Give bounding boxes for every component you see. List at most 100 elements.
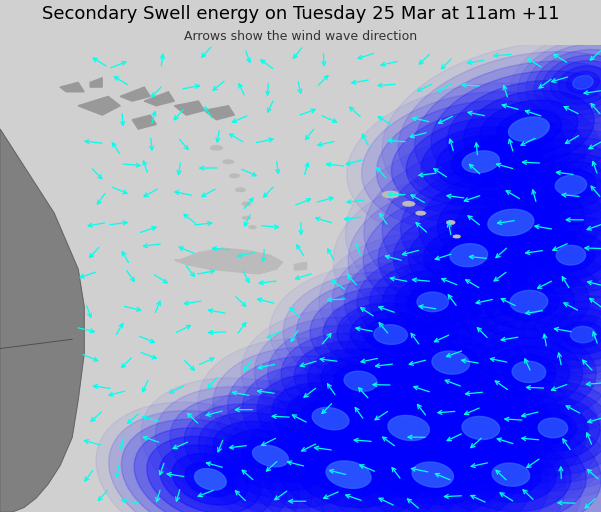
Ellipse shape <box>431 71 601 187</box>
Ellipse shape <box>346 345 601 511</box>
Ellipse shape <box>499 284 559 320</box>
Ellipse shape <box>392 418 426 438</box>
Ellipse shape <box>488 209 534 236</box>
Ellipse shape <box>222 398 475 512</box>
Ellipse shape <box>558 177 584 193</box>
Ellipse shape <box>496 465 526 484</box>
Ellipse shape <box>184 404 357 508</box>
Ellipse shape <box>344 371 377 391</box>
Text: Arrows show the wind wave direction: Arrows show the wind wave direction <box>184 30 417 44</box>
Ellipse shape <box>483 381 601 475</box>
Ellipse shape <box>398 52 601 207</box>
Polygon shape <box>249 226 256 228</box>
Ellipse shape <box>134 428 287 512</box>
Ellipse shape <box>254 317 467 445</box>
Ellipse shape <box>364 138 601 307</box>
Ellipse shape <box>421 391 541 465</box>
Ellipse shape <box>406 410 601 512</box>
Ellipse shape <box>408 228 601 375</box>
Ellipse shape <box>359 398 459 458</box>
Ellipse shape <box>436 353 466 372</box>
Polygon shape <box>60 82 84 92</box>
Ellipse shape <box>415 61 601 197</box>
Ellipse shape <box>363 190 575 319</box>
Ellipse shape <box>170 395 371 512</box>
Ellipse shape <box>333 414 532 512</box>
Ellipse shape <box>406 335 496 390</box>
Ellipse shape <box>252 445 288 467</box>
Ellipse shape <box>96 402 325 512</box>
Ellipse shape <box>333 173 601 338</box>
Ellipse shape <box>435 312 601 432</box>
Ellipse shape <box>376 363 586 493</box>
Ellipse shape <box>573 328 593 341</box>
Ellipse shape <box>195 468 226 490</box>
Ellipse shape <box>374 325 407 345</box>
Ellipse shape <box>502 282 601 387</box>
Ellipse shape <box>296 280 485 390</box>
Ellipse shape <box>294 442 403 507</box>
Ellipse shape <box>350 424 516 512</box>
Ellipse shape <box>462 416 499 439</box>
Ellipse shape <box>313 453 385 497</box>
Polygon shape <box>90 78 102 87</box>
Ellipse shape <box>522 295 601 374</box>
Ellipse shape <box>323 295 458 374</box>
Ellipse shape <box>512 361 546 382</box>
Ellipse shape <box>466 447 556 502</box>
Ellipse shape <box>501 208 601 302</box>
Ellipse shape <box>300 394 566 512</box>
Ellipse shape <box>512 216 601 294</box>
Ellipse shape <box>361 307 541 418</box>
Ellipse shape <box>400 455 466 495</box>
Ellipse shape <box>377 327 404 343</box>
Polygon shape <box>0 129 84 512</box>
Ellipse shape <box>424 227 514 283</box>
Ellipse shape <box>432 351 469 374</box>
Ellipse shape <box>510 290 548 313</box>
Ellipse shape <box>268 325 453 438</box>
Ellipse shape <box>496 110 561 148</box>
Ellipse shape <box>538 418 567 438</box>
Ellipse shape <box>438 247 601 357</box>
Ellipse shape <box>420 294 445 310</box>
Ellipse shape <box>570 326 596 343</box>
Ellipse shape <box>109 411 312 512</box>
Ellipse shape <box>421 304 601 440</box>
Ellipse shape <box>453 256 601 348</box>
Ellipse shape <box>541 420 565 436</box>
Ellipse shape <box>187 376 510 512</box>
Ellipse shape <box>532 302 601 367</box>
Ellipse shape <box>312 408 349 430</box>
Ellipse shape <box>502 355 556 389</box>
Ellipse shape <box>348 181 590 329</box>
Polygon shape <box>132 115 156 129</box>
Ellipse shape <box>406 118 555 206</box>
Polygon shape <box>211 145 222 150</box>
Ellipse shape <box>516 364 542 380</box>
Ellipse shape <box>407 286 458 317</box>
Polygon shape <box>242 202 251 206</box>
Ellipse shape <box>477 193 601 318</box>
Ellipse shape <box>331 289 571 437</box>
Ellipse shape <box>483 130 601 241</box>
Ellipse shape <box>185 462 236 497</box>
Ellipse shape <box>350 311 431 358</box>
Ellipse shape <box>533 161 601 209</box>
Ellipse shape <box>489 200 601 310</box>
Ellipse shape <box>466 153 496 170</box>
Ellipse shape <box>257 374 404 463</box>
Polygon shape <box>383 191 399 198</box>
Polygon shape <box>120 87 150 101</box>
Ellipse shape <box>393 209 545 301</box>
Ellipse shape <box>370 263 496 341</box>
Ellipse shape <box>382 42 601 217</box>
Ellipse shape <box>316 410 345 428</box>
Ellipse shape <box>471 122 601 248</box>
Ellipse shape <box>520 154 601 217</box>
Ellipse shape <box>287 392 374 445</box>
Ellipse shape <box>361 354 601 502</box>
Ellipse shape <box>376 100 585 223</box>
Ellipse shape <box>448 321 601 423</box>
Ellipse shape <box>513 119 545 139</box>
